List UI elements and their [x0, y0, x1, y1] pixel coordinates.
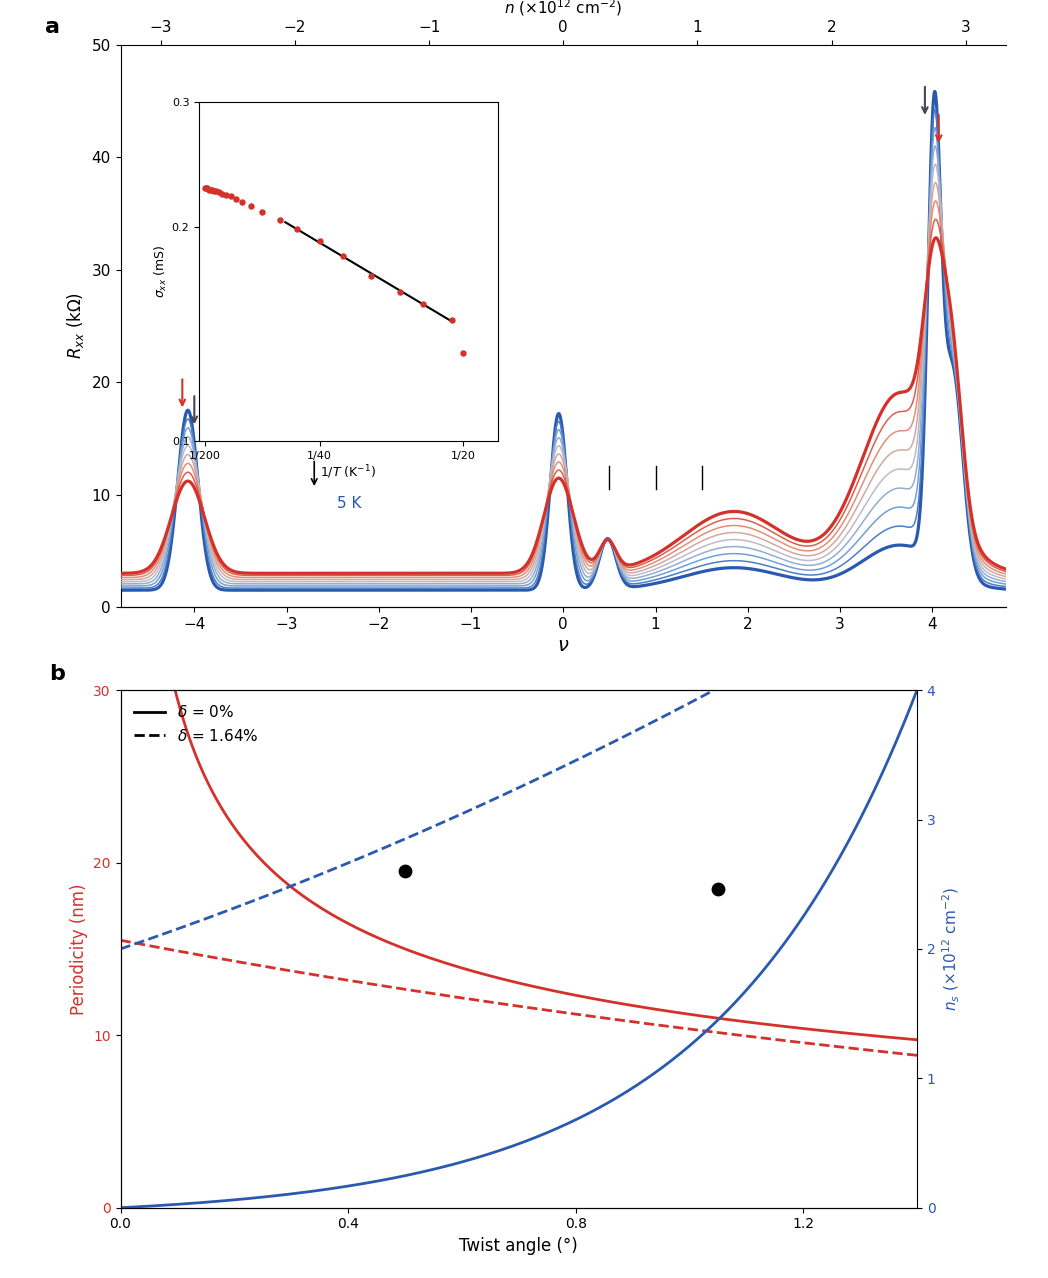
Point: [415, 294, 432, 314]
Point: [242, 196, 259, 216]
Point: [228, 189, 245, 210]
Point: [218, 185, 235, 206]
Point: [205, 180, 222, 201]
Point: [363, 266, 379, 286]
X-axis label: $n$ ($\times$10$^{12}$ cm$^{-2}$): $n$ ($\times$10$^{12}$ cm$^{-2}$): [504, 0, 623, 18]
Point: [204, 179, 221, 199]
Point: [202, 179, 219, 199]
Point: [254, 202, 270, 222]
Point: [709, 878, 726, 898]
X-axis label: $\nu$: $\nu$: [558, 636, 569, 654]
Text: a: a: [45, 17, 60, 37]
Legend: $\delta$ = 0%, $\delta$ = 1.64%: $\delta$ = 0%, $\delta$ = 1.64%: [128, 698, 265, 750]
Text: b: b: [49, 665, 65, 684]
Text: 80 K: 80 K: [365, 428, 399, 443]
Point: [199, 178, 216, 198]
Point: [443, 309, 460, 330]
Text: 5 K: 5 K: [337, 496, 362, 511]
Point: [208, 180, 224, 201]
Point: [198, 178, 215, 198]
Point: [396, 861, 413, 882]
Point: [214, 184, 231, 204]
X-axis label: $1/T$ (K$^{-1}$): $1/T$ (K$^{-1}$): [321, 464, 376, 481]
Y-axis label: $n_s$ ($\times$10$^{12}$ cm$^{-2}$): $n_s$ ($\times$10$^{12}$ cm$^{-2}$): [941, 887, 962, 1011]
Point: [196, 178, 213, 198]
Point: [222, 187, 239, 207]
Point: [334, 247, 351, 267]
Point: [455, 343, 472, 363]
Point: [200, 179, 217, 199]
Y-axis label: $\sigma_{xx}$ (mS): $\sigma_{xx}$ (mS): [153, 245, 169, 298]
Point: [288, 219, 305, 239]
Y-axis label: Periodicity (nm): Periodicity (nm): [69, 883, 88, 1015]
Point: [311, 231, 328, 252]
Y-axis label: $R_{xx}$ (k$\Omega$): $R_{xx}$ (k$\Omega$): [65, 293, 86, 359]
X-axis label: Twist angle (°): Twist angle (°): [459, 1237, 578, 1255]
Point: [211, 181, 227, 202]
Point: [392, 282, 409, 303]
Point: [234, 192, 250, 212]
Point: [271, 210, 288, 230]
